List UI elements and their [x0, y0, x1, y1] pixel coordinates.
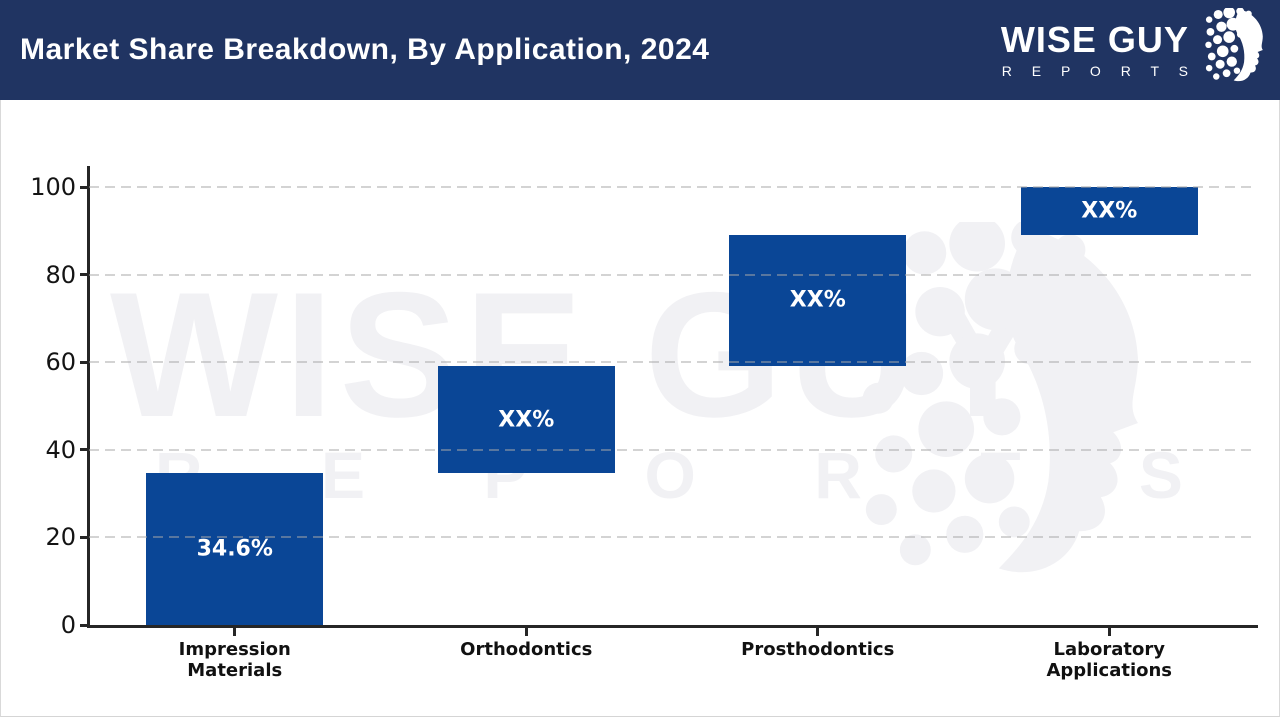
y-tick-label-0: 0: [60, 611, 76, 639]
bar-value-label: XX%: [789, 287, 846, 313]
x-tick-0: [233, 628, 237, 636]
y-tick-label-40: 40: [45, 435, 76, 464]
gridline-100: [89, 186, 1255, 188]
bar-impression-materials: [146, 473, 324, 625]
logo-subtitle: R E P O R T S: [1001, 62, 1196, 79]
y-tick-label-20: 20: [45, 523, 76, 552]
gridline-80: [89, 273, 1255, 276]
gridline-40: [89, 448, 1255, 451]
x-tick-3: [1107, 628, 1111, 636]
wiseguy-logo: WISE GUY R E P O R T S: [994, 8, 1270, 92]
header-bar: Market Share Breakdown, By Application, …: [0, 0, 1280, 100]
category-label: Prosthodontics: [741, 639, 895, 660]
y-tick-40: [80, 448, 89, 452]
y-tick-label-80: 80: [45, 260, 76, 289]
y-tick-60: [80, 360, 89, 364]
x-axis-line: [87, 625, 1258, 628]
bar-value-label: XX%: [498, 407, 555, 433]
y-axis-line: [87, 166, 90, 628]
y-tick-label-100: 100: [30, 173, 76, 201]
y-tick-20: [80, 535, 89, 539]
y-tick-80: [80, 273, 89, 277]
category-label: Impression Materials: [178, 639, 291, 681]
logo-head-icon: [1205, 8, 1263, 82]
gridline-60: [89, 361, 1255, 364]
category-label: Orthodontics: [460, 639, 593, 660]
y-tick-100: [80, 185, 89, 189]
page-title: Market Share Breakdown, By Application, …: [20, 33, 710, 66]
gridline-20: [89, 536, 1255, 539]
bar-value-label: 34.6%: [196, 536, 273, 562]
bar-value-label: XX%: [1081, 198, 1138, 224]
y-tick-0: [80, 623, 89, 627]
category-label: Laboratory Applications: [1046, 639, 1173, 681]
y-tick-label-60: 60: [45, 348, 76, 377]
logo-wordmark: WISE GUY: [1000, 18, 1189, 60]
bar-orthodontics: [437, 365, 615, 474]
x-tick-1: [524, 628, 528, 636]
x-tick-2: [816, 628, 820, 636]
